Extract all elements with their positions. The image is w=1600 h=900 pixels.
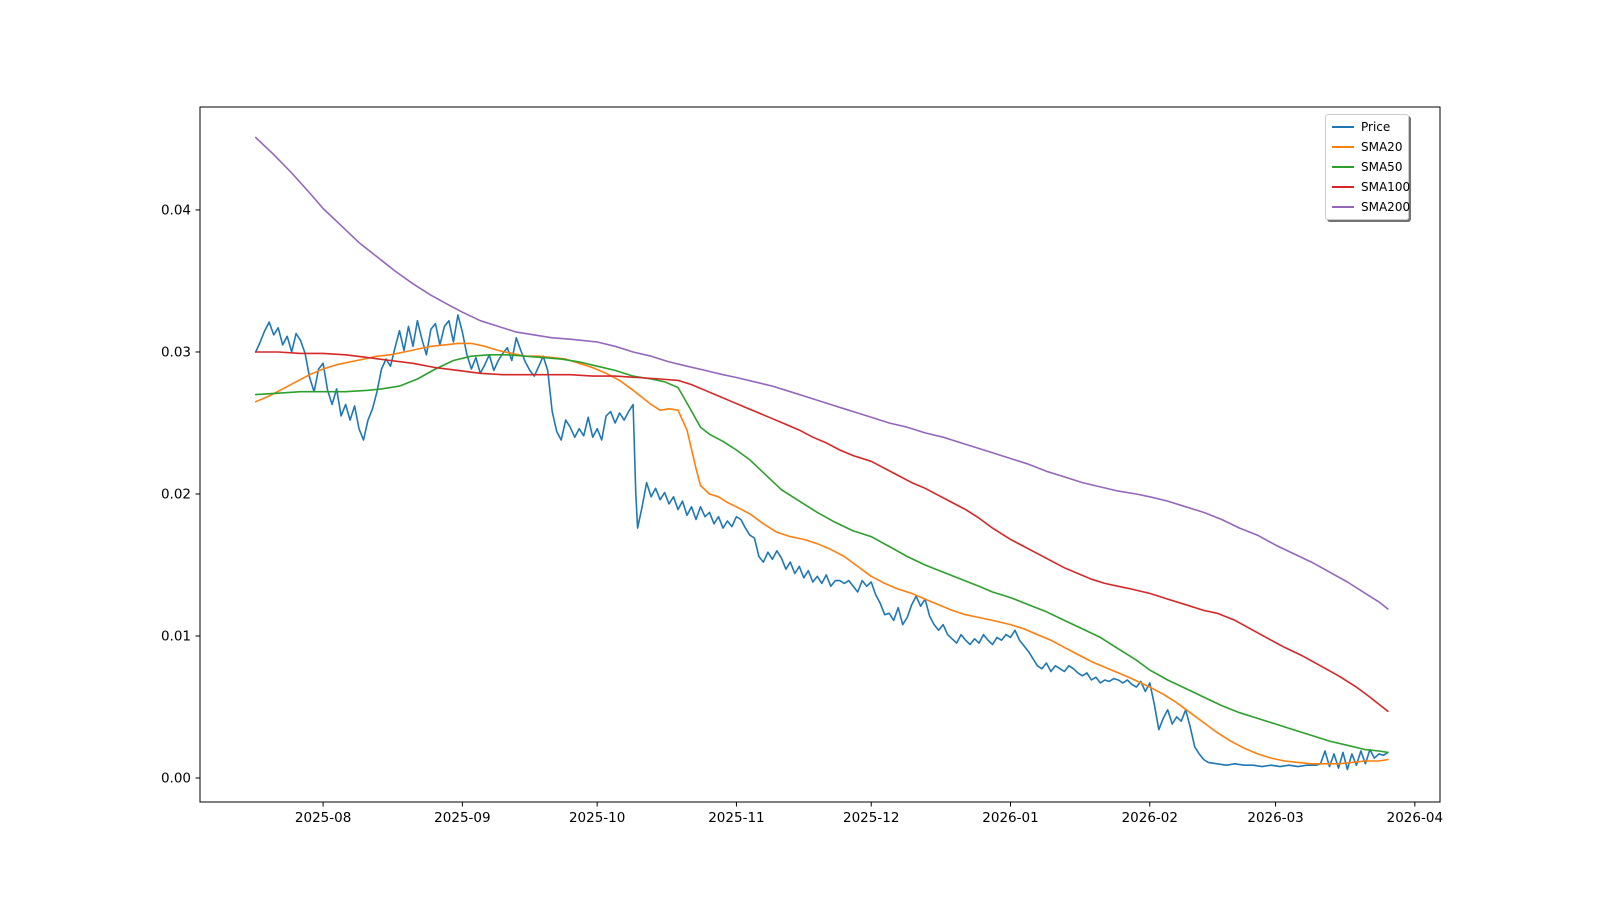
x-tick-label: 2025-11: [708, 810, 764, 826]
series-group: [254, 136, 1389, 771]
sma200-line: [254, 136, 1389, 610]
y-tick-label: 0.01: [161, 628, 191, 644]
legend-label: Price: [1361, 120, 1391, 135]
x-tick-label: 2025-08: [295, 810, 351, 826]
legend-label: SMA20: [1361, 140, 1403, 155]
legend-swatch-sma20: [1332, 146, 1354, 149]
x-tick-label: 2025-10: [569, 810, 625, 826]
legend-label: SMA50: [1361, 159, 1403, 174]
legend-label: SMA100: [1361, 179, 1411, 194]
x-tick-label: 2026-02: [1122, 810, 1178, 826]
legend-entry-sma100: SMA100: [1332, 177, 1410, 196]
x-tick-label: 2026-04: [1387, 810, 1443, 826]
legend-label: SMA200: [1361, 199, 1411, 214]
y-axis: 0.00 0.01 0.02 0.03 0.04: [161, 202, 200, 787]
x-tick-label: 2025-09: [434, 810, 490, 826]
legend-entry-sma50: SMA50: [1332, 157, 1402, 176]
y-tick-label: 0.03: [161, 344, 191, 360]
sma50-line: [254, 353, 1389, 754]
x-tick-label: 2025-12: [843, 810, 899, 826]
price-line: [254, 314, 1389, 771]
y-tick-label: 0.00: [161, 771, 191, 787]
legend-swatch-sma100: [1332, 185, 1354, 188]
x-tick-label: 2026-01: [982, 810, 1038, 826]
legend-entry-sma200: SMA200: [1332, 197, 1410, 216]
legend-swatch-sma50: [1332, 165, 1354, 168]
y-tick-label: 0.04: [161, 202, 191, 218]
plot-spines: [199, 106, 1441, 803]
legend-swatch-price: [1332, 126, 1354, 129]
sma100-line: [254, 351, 1389, 713]
legend-entry-sma20: SMA20: [1332, 138, 1402, 157]
sma20-line: [254, 342, 1389, 765]
x-axis: 2025-08 2025-09 2025-10 2025-11 2025-12 2026-…: [295, 802, 1443, 826]
y-tick-label: 0.02: [161, 486, 191, 502]
legend: Price SMA20 SMA50 SMA100 SMA200: [1325, 114, 1410, 220]
x-tick-label: 2026-03: [1247, 810, 1303, 826]
legend-entry-price: Price: [1332, 118, 1402, 137]
legend-swatch-sma200: [1332, 205, 1354, 208]
